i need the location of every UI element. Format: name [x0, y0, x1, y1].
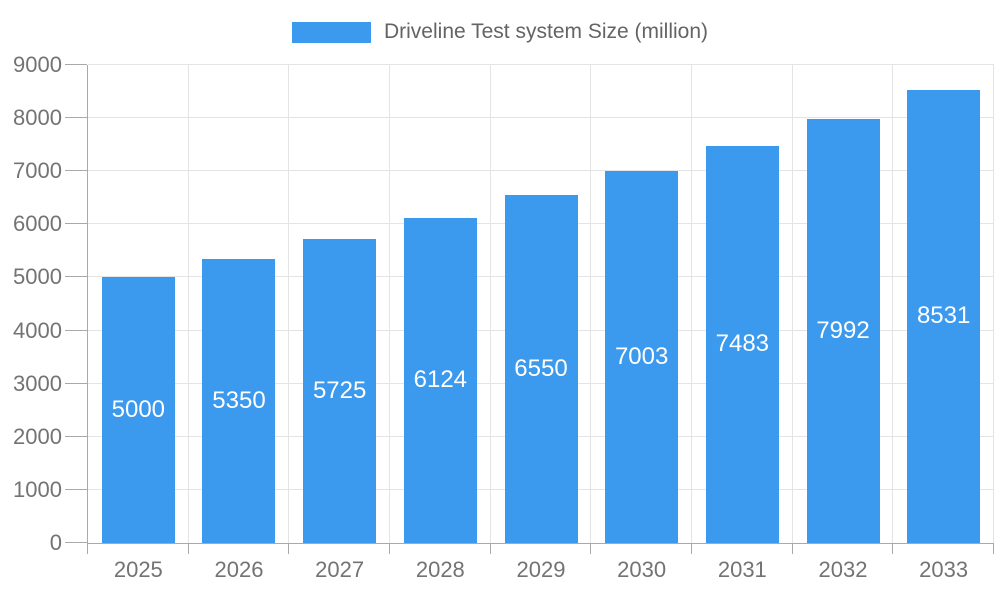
legend-label: Driveline Test system Size (million): [383, 20, 709, 43]
bar-value-label: 7483: [715, 330, 770, 358]
x-tick-label: 2029: [516, 557, 566, 582]
y-tick-label: 6000: [13, 211, 62, 237]
bar-2025: 5000: [101, 277, 175, 543]
y-axis-tick: [65, 435, 87, 437]
v-gridline: [489, 65, 491, 543]
x-axis-tick: [892, 543, 894, 554]
y-tick-label: 8000: [13, 105, 62, 131]
bar-value-label: 6124: [413, 366, 468, 394]
bar-2026: 5350: [202, 258, 276, 543]
bar-value-label: 5350: [212, 386, 266, 414]
legend-swatch-icon: [291, 21, 371, 43]
x-tick-label: 2028: [415, 557, 465, 582]
plot-area: 0 1000 2000 3000 4000 5000 6000 7000 8000 9000 202…: [13, 54, 994, 581]
x-tick-label: 2026: [214, 557, 264, 582]
x-axis-tick: [791, 543, 793, 554]
y-axis-tick: [65, 170, 87, 172]
y-tick-label: 0: [49, 530, 62, 555]
h-gridline: [88, 170, 994, 172]
v-gridline: [388, 65, 390, 543]
bar-2030: 7003: [605, 171, 679, 543]
y-tick-label: 7000: [13, 158, 62, 184]
bar-value-label: 8531: [916, 302, 971, 330]
v-gridline: [590, 65, 592, 543]
y-axis-tick: [65, 223, 87, 225]
bar-value-label: 7992: [816, 316, 870, 344]
y-axis-tick: [65, 329, 87, 331]
x-tick-label: 2030: [617, 557, 667, 582]
bar-2029: 6550: [504, 195, 578, 543]
y-axis-tick: [65, 488, 87, 490]
bar-value-label: 5725: [312, 376, 367, 404]
v-gridline: [690, 65, 692, 543]
bar-2032: 7992: [806, 118, 880, 543]
y-tick-label: 1000: [13, 476, 62, 502]
y-tick-label: 4000: [13, 317, 62, 343]
x-tick-label: 2027: [315, 557, 365, 582]
y-tick-label: 9000: [13, 52, 62, 77]
x-tick-label: 2033: [919, 557, 969, 582]
x-tick-label: 2031: [717, 557, 767, 582]
bar-2027: 5725: [303, 238, 377, 543]
y-axis-tick: [65, 117, 87, 119]
bar-2031: 7483: [705, 145, 779, 543]
bar-value-label: 6550: [514, 355, 568, 383]
v-gridline: [892, 65, 894, 543]
bar-2028: 6124: [403, 217, 477, 543]
y-tick-label: 3000: [13, 370, 62, 396]
x-axis-tick: [993, 543, 994, 554]
x-axis-tick: [187, 543, 189, 554]
y-tick-label: 5000: [13, 264, 62, 290]
chart-legend[interactable]: Driveline Test system Size (million): [291, 20, 709, 44]
h-gridline: [88, 64, 994, 65]
y-axis-tick: [65, 382, 87, 384]
bar-2033: 8531: [907, 89, 981, 543]
v-gridline: [993, 65, 994, 543]
x-tick-label: 2032: [818, 557, 868, 582]
y-tick-label: 2000: [13, 423, 62, 449]
x-axis-tick: [489, 543, 491, 554]
x-axis-tick: [690, 543, 692, 554]
v-gridline: [791, 65, 793, 543]
v-gridline: [288, 65, 290, 543]
x-axis-tick: [590, 543, 592, 554]
bar-value-label: 7003: [614, 343, 669, 371]
y-axis-tick: [65, 276, 87, 278]
h-gridline: [88, 117, 994, 119]
v-gridline: [187, 65, 189, 543]
y-axis-tick: [65, 64, 87, 65]
x-axis-tick: [87, 543, 88, 554]
x-axis-tick: [388, 543, 390, 554]
x-tick-label: 2025: [113, 557, 163, 582]
x-axis-tick: [288, 543, 290, 554]
bar-value-label: 5000: [111, 396, 166, 424]
y-axis-tick: [65, 542, 87, 543]
